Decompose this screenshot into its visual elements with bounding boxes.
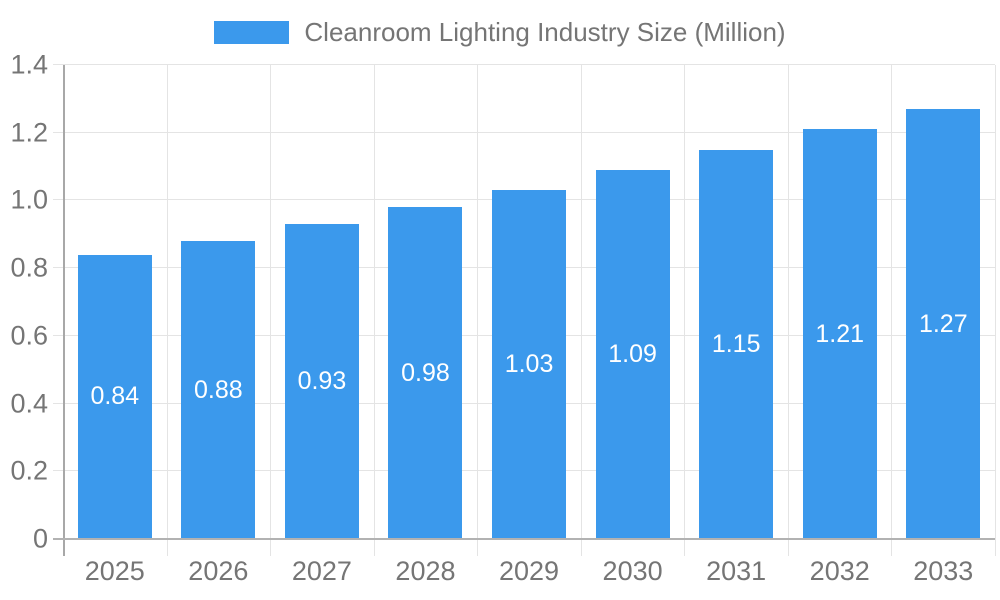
bar-value-label: 0.98 xyxy=(401,358,450,387)
bar-value-label: 0.84 xyxy=(90,382,140,411)
y-tick-label: 1.0 xyxy=(10,184,48,215)
bar-value-label: 1.09 xyxy=(608,339,657,368)
legend: Cleanroom Lighting Industry Size (Millio… xyxy=(0,17,1000,48)
y-axis-labels: 0 0.2 0.4 0.6 0.8 1.0 1.2 1.4 xyxy=(0,51,48,552)
bar-2033: 1.27 xyxy=(906,109,981,539)
y-tick-label: 0 xyxy=(32,523,48,554)
y-axis-line xyxy=(63,65,65,556)
bar-2032: 1.21 xyxy=(802,129,877,539)
bar-2027: 0.93 xyxy=(284,224,359,539)
bar-value-label: 1.27 xyxy=(918,309,968,338)
bar-2026: 0.88 xyxy=(181,241,256,539)
bar-value-label: 0.88 xyxy=(194,375,243,404)
x-tick-label: 2031 xyxy=(706,556,767,586)
x-tick-label: 2025 xyxy=(84,556,145,586)
x-axis-line xyxy=(53,538,995,540)
bar-column-2026: 0.88 xyxy=(167,65,271,539)
bar-column-2028: 0.98 xyxy=(374,65,478,539)
x-tick-label: 2026 xyxy=(188,556,249,586)
bar-column-2031: 1.15 xyxy=(684,65,788,539)
bar-value-label: 0.93 xyxy=(297,367,347,396)
h-gridline xyxy=(53,64,995,65)
y-tick-label: 1.2 xyxy=(10,117,48,148)
v-gridline xyxy=(787,65,789,556)
bar-column-2030: 1.09 xyxy=(581,65,685,539)
y-tick-label: 0.2 xyxy=(10,455,48,486)
v-gridline xyxy=(477,65,479,556)
v-gridline xyxy=(891,65,893,556)
bar-value-label: 1.03 xyxy=(504,350,554,379)
x-tick-label: 2027 xyxy=(291,556,352,586)
h-gridline xyxy=(53,131,995,133)
x-axis-labels: 2025 2026 2027 2028 2029 2030 2031 2032 2033 xyxy=(63,556,995,587)
v-gridline xyxy=(166,65,168,556)
bar-value-label: 1.21 xyxy=(815,319,865,348)
bar-2030: 1.09 xyxy=(595,169,670,539)
v-gridline xyxy=(684,65,686,556)
bar-2029: 1.03 xyxy=(492,190,567,539)
v-gridline xyxy=(580,65,582,556)
bars-container: 0.84 0.88 0.93 0.98 1.03 1.09 1.15 1.21 1.27 xyxy=(63,65,995,539)
bar-column-2027: 0.93 xyxy=(270,65,374,539)
bar-column-2025: 0.84 xyxy=(63,65,167,539)
x-tick-label: 2030 xyxy=(602,556,663,586)
x-tick-label: 2033 xyxy=(913,556,974,586)
bar-column-2029: 1.03 xyxy=(477,65,581,539)
bar-value-label: 1.15 xyxy=(711,329,761,358)
y-tick-label: 0.4 xyxy=(10,388,48,419)
x-tick-label: 2029 xyxy=(498,556,560,586)
bar-column-2032: 1.21 xyxy=(788,65,892,539)
v-gridline xyxy=(270,65,272,556)
bar-2031: 1.15 xyxy=(699,149,774,539)
x-tick-label: 2028 xyxy=(395,556,456,586)
bar-2025: 0.84 xyxy=(77,254,152,539)
y-tick-label: 0.6 xyxy=(10,320,48,351)
bar-column-2033: 1.27 xyxy=(892,65,996,539)
plot-area: 0.84 0.88 0.93 0.98 1.03 1.09 1.15 1.21 1.27 xyxy=(53,64,996,556)
legend-label: Cleanroom Lighting Industry Size (Millio… xyxy=(304,17,786,47)
bar-2028: 0.98 xyxy=(388,207,463,539)
x-tick-label: 2032 xyxy=(809,556,870,586)
y-tick-label: 0.8 xyxy=(10,252,48,283)
v-gridline xyxy=(373,65,375,556)
y-tick-label: 1.4 xyxy=(10,49,48,80)
v-gridline xyxy=(995,65,996,556)
legend-swatch xyxy=(214,21,290,44)
